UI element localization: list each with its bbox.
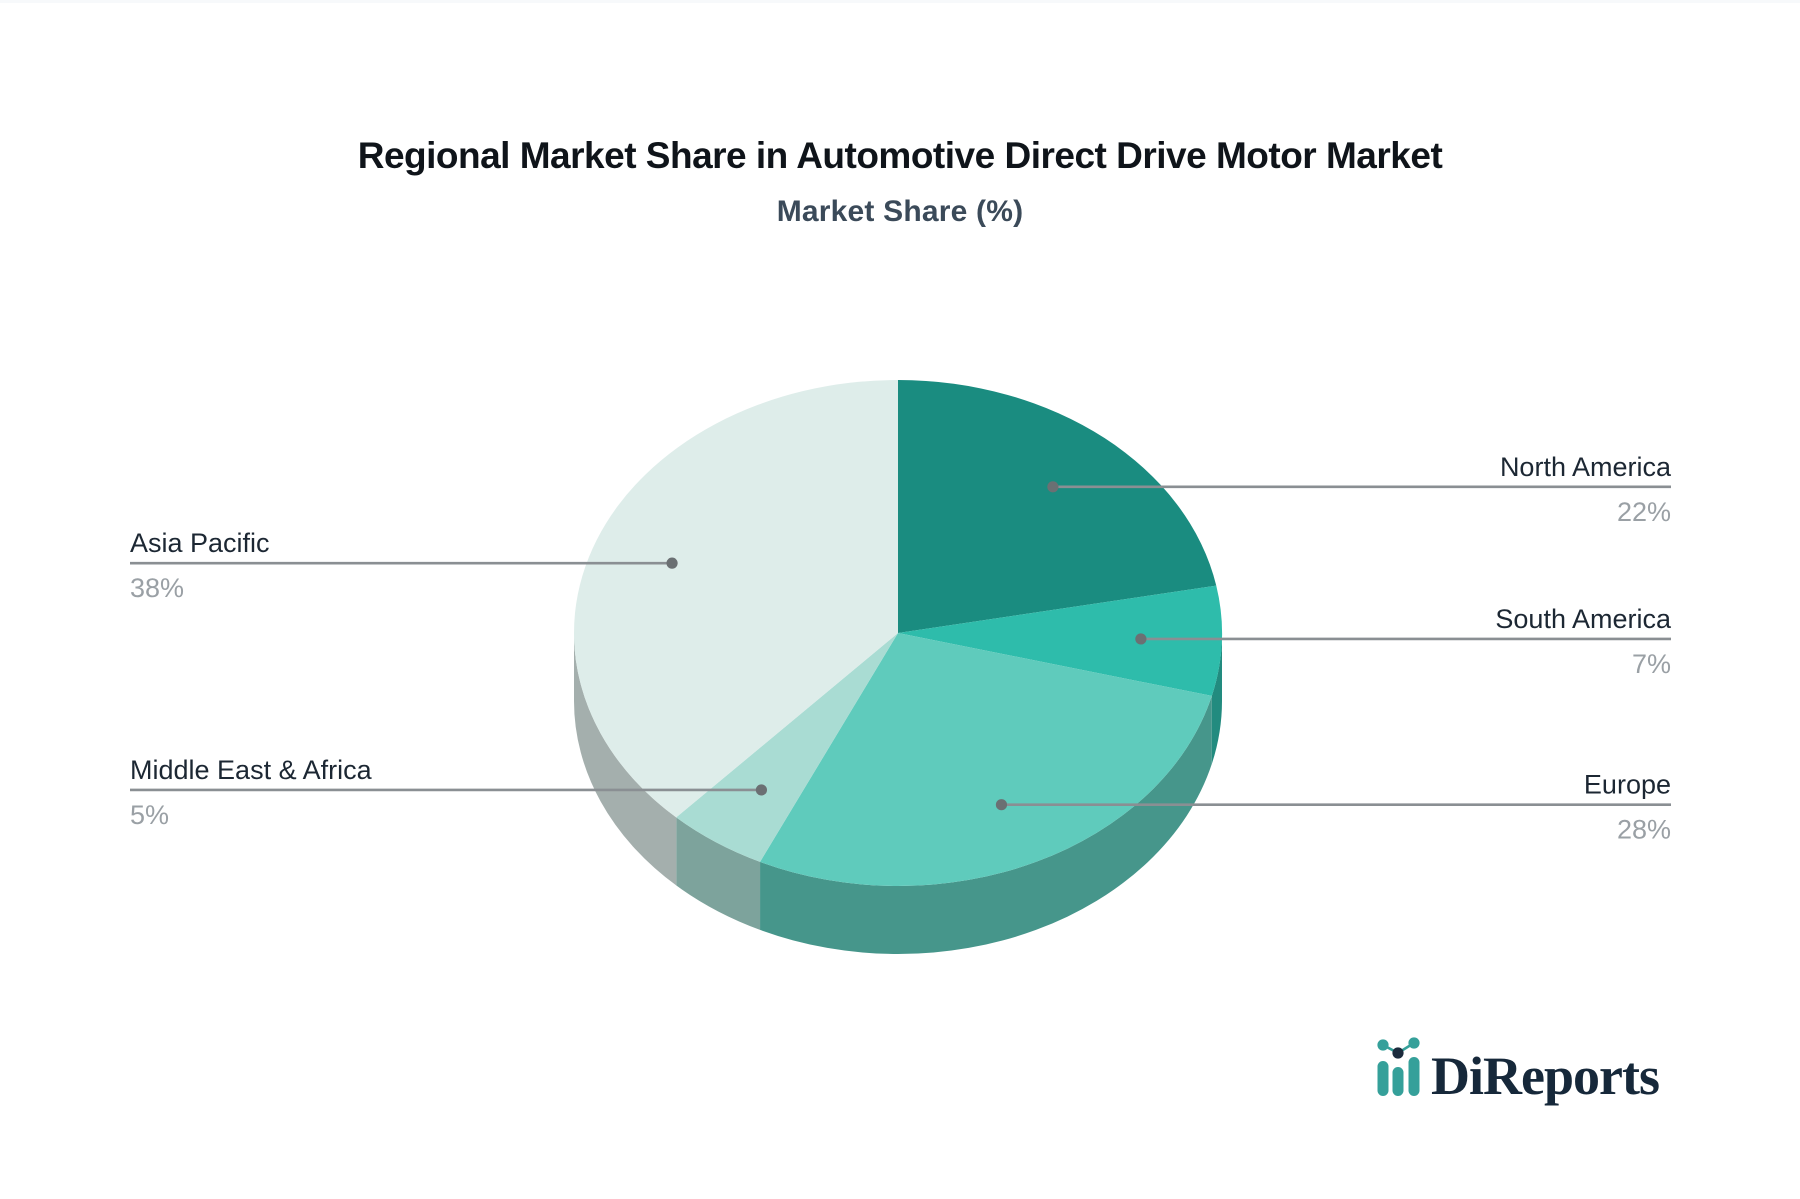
pie-slice-asia-pacific[interactable] <box>574 380 898 818</box>
label-connector-dot <box>755 784 768 796</box>
pie-slice-rim-middle-east-africa <box>676 817 761 930</box>
label-connector-dot <box>995 799 1008 811</box>
slice-value: 28% <box>1617 815 1671 845</box>
label-connector-dot <box>666 557 678 569</box>
bar-chart-logo-icon <box>1377 1037 1420 1096</box>
pie-slice-rim-asia-pacific <box>574 633 677 886</box>
slice-label: Middle East & Africa <box>130 755 373 785</box>
slice-label: North America <box>1500 452 1672 482</box>
pie-slice-europe[interactable] <box>760 633 1212 886</box>
pie-chart: North America 22% South America 7% Europe 28%… <box>130 380 1672 954</box>
chart-subtitle: Market Share (%) <box>776 195 1024 228</box>
label-connector-dot <box>1047 481 1059 493</box>
slice-value: 38% <box>130 573 184 603</box>
pie-slice-rim-europe <box>760 695 1212 954</box>
pie-slice-rim-south-america <box>1211 633 1222 764</box>
slice-label: South America <box>1495 604 1672 634</box>
slice-label: Asia Pacific <box>130 528 270 558</box>
slice-value: 5% <box>130 800 169 830</box>
pie-slice-south-america[interactable] <box>898 585 1222 696</box>
pie-slice-middle-east-africa[interactable] <box>676 633 898 862</box>
pie-slice-north-america[interactable] <box>898 380 1217 633</box>
slice-value: 22% <box>1617 497 1671 527</box>
brand-logo-text: DiReports <box>1431 1045 1660 1106</box>
chart-title: Regional Market Share in Automotive Dire… <box>357 135 1443 176</box>
label-connector-dot <box>1135 633 1147 645</box>
slice-label: Europe <box>1584 770 1671 800</box>
brand-logo: DiReports <box>1372 1037 1660 1106</box>
slice-value: 7% <box>1632 649 1671 679</box>
